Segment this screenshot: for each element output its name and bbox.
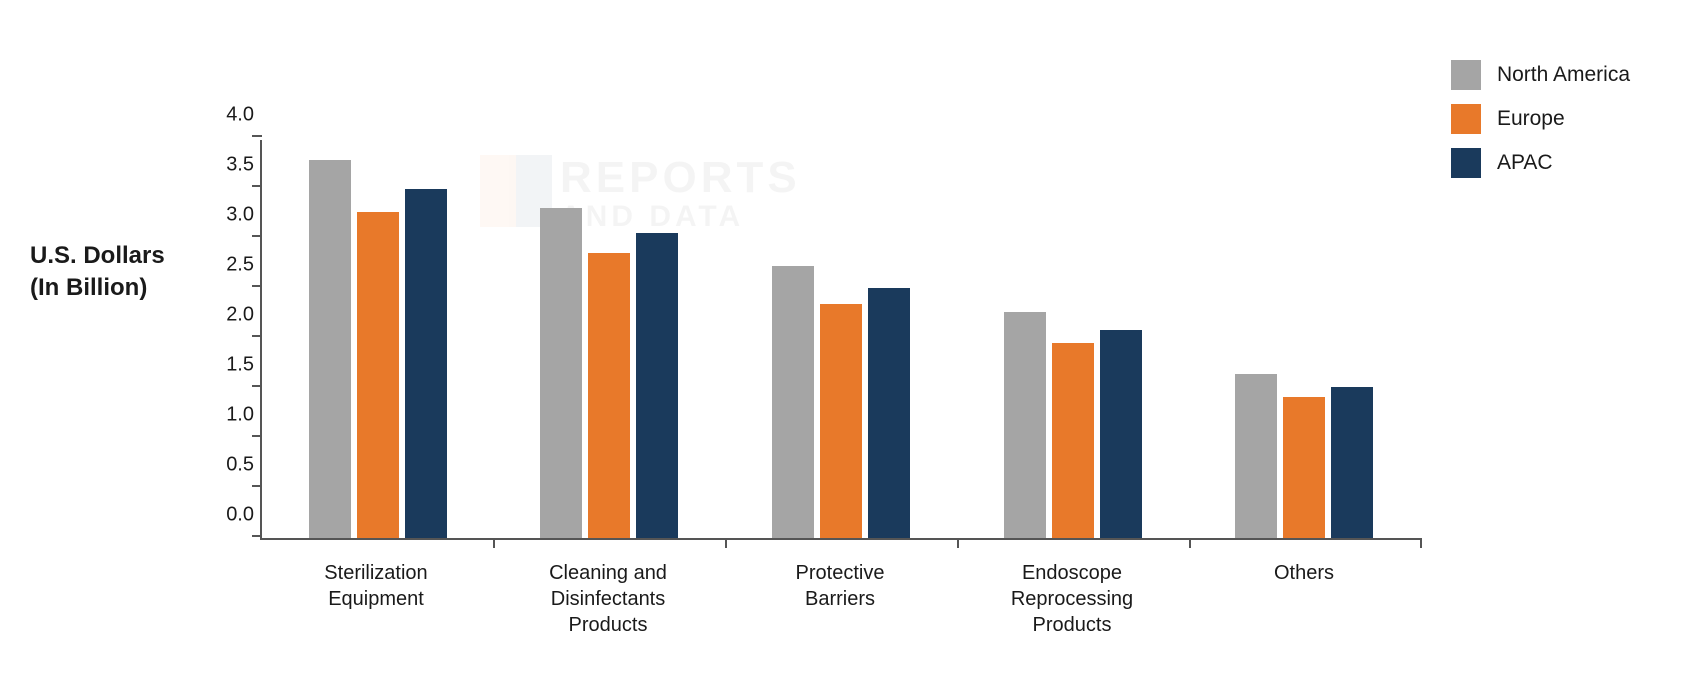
y-axis-title-line1: U.S. Dollars [30,242,165,269]
bar [357,212,399,538]
bar [1331,387,1373,538]
bar [309,160,351,538]
legend-item: Europe [1451,104,1630,134]
y-tick-mark [252,335,262,337]
bar-group [540,208,678,538]
y-tick-mark [252,435,262,437]
y-tick-mark [252,185,262,187]
bar [405,189,447,538]
x-tick-mark [725,538,727,548]
bar [772,266,814,538]
y-tick-mark [252,535,262,537]
bar [1235,374,1277,538]
x-axis-label: ProtectiveBarriers [740,560,940,638]
legend-swatch [1451,104,1481,134]
legend-label: APAC [1497,151,1553,175]
y-tick-label: 3.5 [214,154,254,177]
y-tick-mark [252,235,262,237]
bar-group [309,160,447,538]
legend-item: North America [1451,60,1630,90]
bar-groups [262,140,1420,538]
x-tick-mark [493,538,495,548]
x-axis-labels: SterilizationEquipment Cleaning andDisinf… [260,560,1420,638]
y-tick-mark [252,385,262,387]
y-tick-mark [252,135,262,137]
plot-area: 0.00.51.01.52.02.53.03.54.0 [260,140,1420,540]
bar-group [1004,312,1142,538]
legend-swatch [1451,148,1481,178]
y-tick-label: 0.5 [214,454,254,477]
y-tick-label: 0.0 [214,504,254,527]
x-axis-label: EndoscopeReprocessingProducts [972,560,1172,638]
y-tick-mark [252,485,262,487]
legend-label: Europe [1497,107,1565,131]
bar [1004,312,1046,538]
legend-label: North America [1497,63,1630,87]
bar [1052,343,1094,538]
x-tick-mark [1420,538,1422,548]
y-tick-mark [252,285,262,287]
legend-swatch [1451,60,1481,90]
y-axis-title-line2: (In Billion) [30,274,147,301]
legend-item: APAC [1451,148,1630,178]
x-tick-mark [957,538,959,548]
x-axis-label: Cleaning andDisinfectantsProducts [508,560,708,638]
bar [1100,330,1142,538]
bar [868,288,910,538]
bar [588,253,630,538]
bar [636,233,678,538]
y-tick-label: 1.0 [214,404,254,427]
bar [820,304,862,538]
y-tick-label: 2.0 [214,304,254,327]
bar-chart: REPORTS AND DATA U.S. Dollars (In Billio… [0,0,1700,700]
y-tick-label: 4.0 [214,104,254,127]
y-tick-label: 3.0 [214,204,254,227]
x-tick-mark [1189,538,1191,548]
bar [1283,397,1325,538]
bar-group [772,266,910,538]
y-tick-label: 2.5 [214,254,254,277]
y-axis-title: U.S. Dollars (In Billion) [30,240,230,305]
legend: North America Europe APAC [1451,60,1630,178]
y-tick-label: 1.5 [214,354,254,377]
bar-group [1235,374,1373,538]
x-axis-label: SterilizationEquipment [276,560,476,638]
bar [540,208,582,538]
x-axis-label: Others [1204,560,1404,638]
